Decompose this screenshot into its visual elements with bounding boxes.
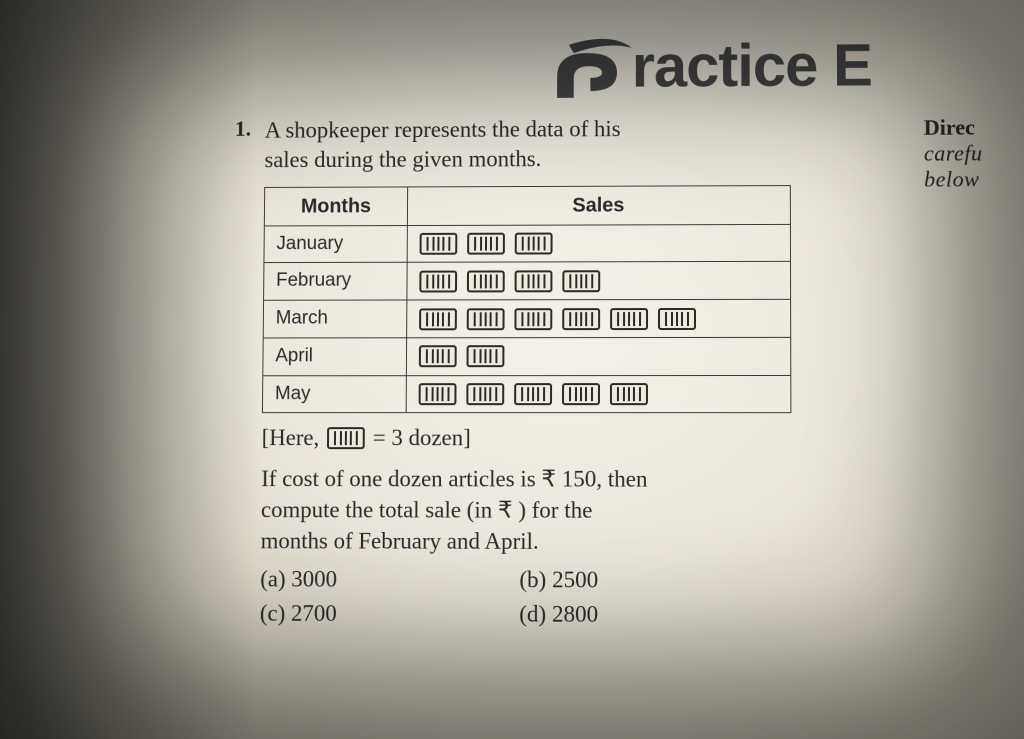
- picto-icon: [419, 308, 457, 330]
- col-header-months: Months: [264, 187, 407, 226]
- page-content: ractice E 1. A shopkeeper represents the…: [179, 0, 1024, 739]
- sales-cell: [406, 337, 790, 375]
- col-header-sales: Sales: [407, 185, 790, 225]
- picto-icon: [658, 307, 696, 329]
- month-cell: May: [262, 375, 406, 413]
- picto-icon: [467, 308, 505, 330]
- table-row: February: [264, 262, 791, 301]
- legend-suffix: = 3 dozen]: [373, 423, 471, 453]
- picto-icon: [610, 383, 648, 405]
- picto-icon: [514, 308, 552, 330]
- options-grid: (a) 3000 (b) 2500 (c) 2700 (d) 2800: [260, 565, 781, 631]
- question-row: 1. A shopkeeper represents the data of h…: [220, 113, 1008, 632]
- heading-row: ractice E: [423, 30, 1004, 101]
- heading-text: ractice E: [632, 31, 872, 101]
- legend-prefix: [Here,: [262, 423, 320, 453]
- picto-icon: [515, 233, 553, 255]
- picto-icon: [610, 308, 648, 330]
- sales-cell: [407, 299, 791, 337]
- question-number: 1.: [225, 116, 251, 142]
- picto-icon: [419, 345, 457, 367]
- legend-row: [Here, = 3 dozen]: [262, 423, 912, 453]
- picto-icon: [466, 383, 504, 405]
- sales-cell: [407, 224, 790, 263]
- picto-icon: [562, 383, 600, 405]
- legend-picto-icon: [327, 427, 365, 449]
- logo-p-icon: [552, 36, 635, 98]
- option-d: (d) 2800: [519, 599, 781, 630]
- prompt-line1: If cost of one dozen articles is ₹ 150, …: [261, 463, 912, 495]
- margin-cutoff-text: Direc carefu below: [924, 113, 1005, 193]
- month-cell: April: [263, 338, 407, 376]
- question-stem-line1: A shopkeeper represents the data of his: [265, 113, 910, 145]
- picto-icon: [515, 270, 553, 292]
- picto-icon: [562, 308, 600, 330]
- picto-icon: [562, 270, 600, 292]
- prompt-line2: compute the total sale (in ₹ ) for the: [261, 494, 912, 526]
- picto-icon: [419, 270, 457, 292]
- table-row: April: [263, 337, 791, 375]
- picto-icon: [419, 383, 457, 405]
- question-stem-line2: sales during the given months.: [264, 143, 910, 175]
- margin-carefu: carefu: [924, 140, 1005, 166]
- month-cell: January: [264, 225, 407, 263]
- month-cell: February: [264, 263, 408, 301]
- sales-cell: [407, 262, 791, 300]
- prompt-line3: months of February and April.: [260, 525, 912, 558]
- table-row: May: [262, 375, 790, 413]
- sales-cell: [406, 375, 791, 413]
- picto-icon: [514, 383, 552, 405]
- month-cell: March: [263, 300, 407, 338]
- pictograph-table: Months Sales JanuaryFebruaryMarchAprilMa…: [262, 185, 791, 414]
- table-row: March: [263, 299, 791, 337]
- margin-below: below: [924, 166, 1005, 192]
- option-c: (c) 2700: [260, 599, 520, 630]
- option-b: (b) 2500: [519, 565, 780, 596]
- question-body: A shopkeeper represents the data of his …: [260, 113, 913, 631]
- question-prompt: If cost of one dozen articles is ₹ 150, …: [260, 463, 912, 558]
- option-a: (a) 3000: [260, 565, 519, 596]
- picto-icon: [467, 270, 505, 292]
- picto-icon: [420, 233, 458, 255]
- table-row: January: [264, 224, 791, 263]
- picto-icon: [467, 233, 505, 255]
- margin-direc: Direc: [924, 115, 1005, 141]
- picto-icon: [467, 345, 505, 367]
